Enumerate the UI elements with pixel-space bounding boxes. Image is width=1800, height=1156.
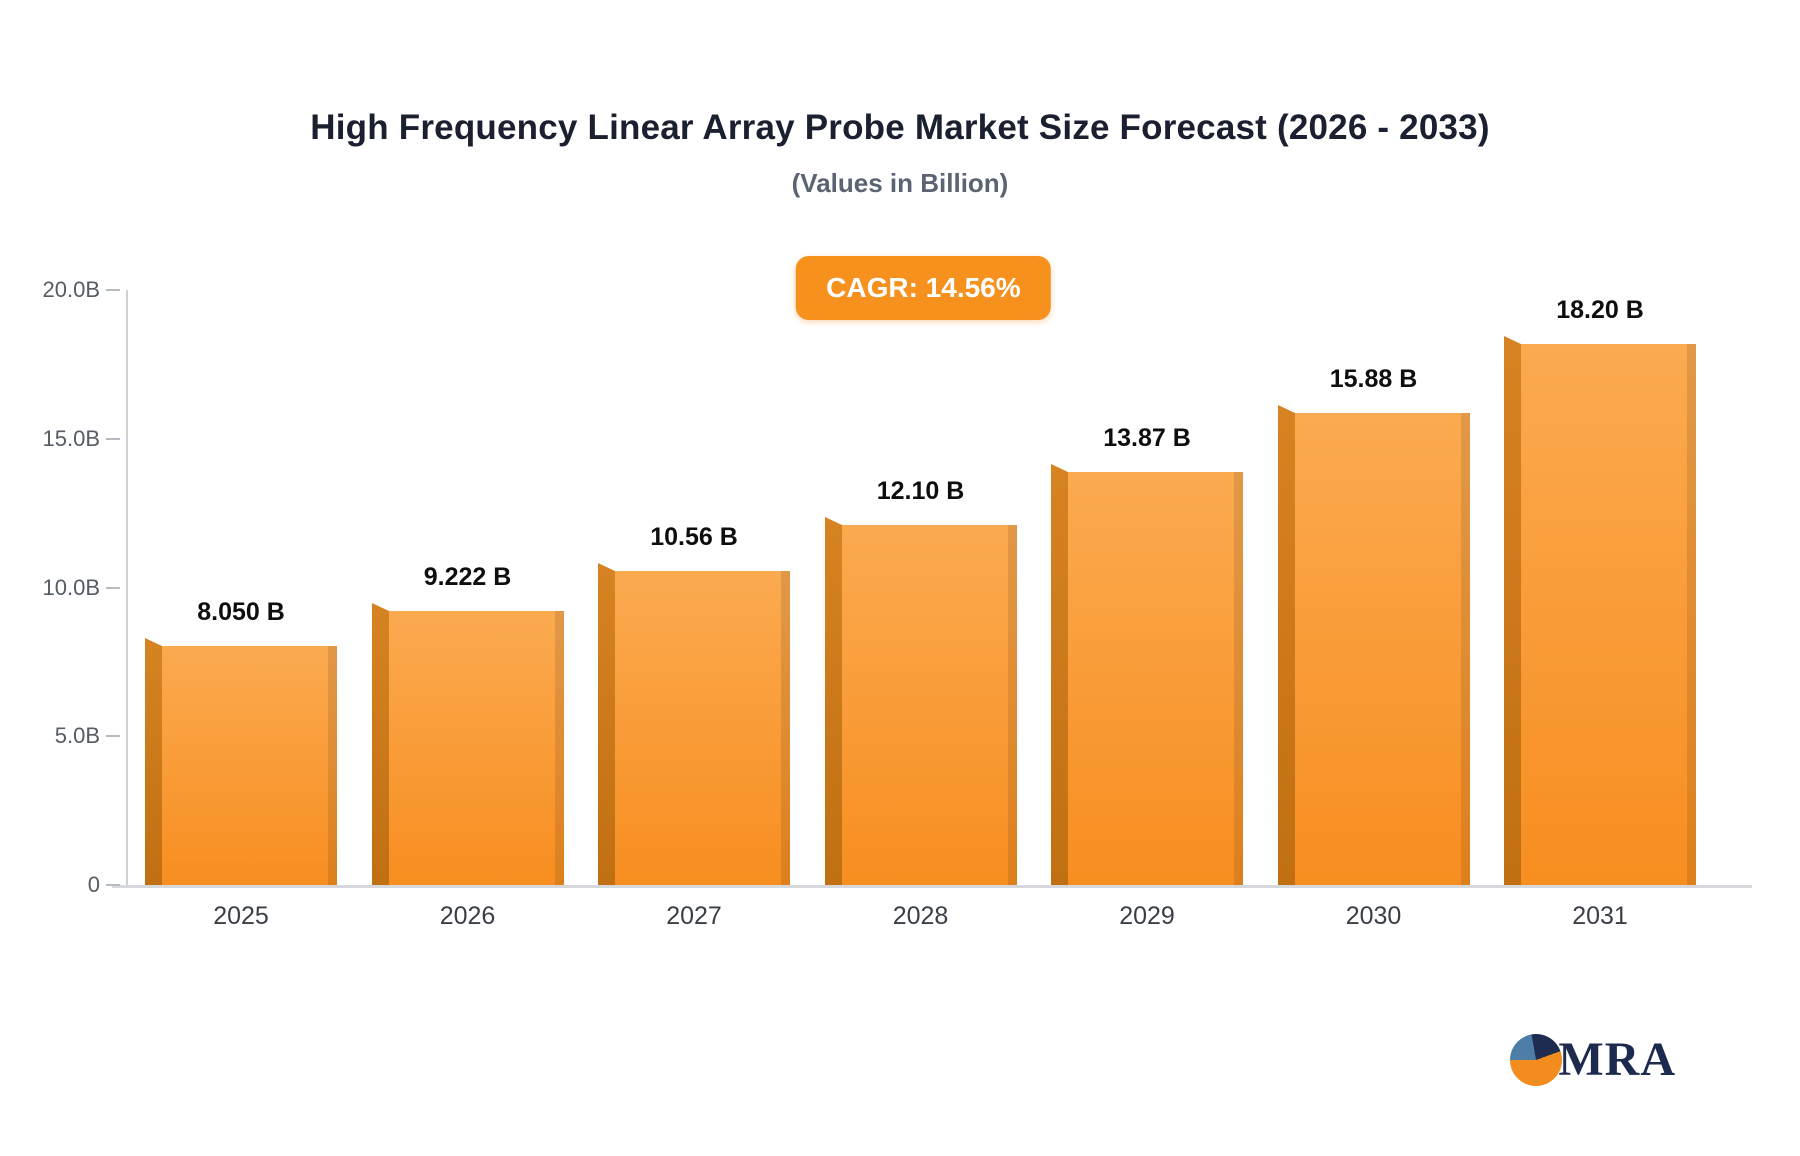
bar-side-face [825,517,842,885]
bar-front-face [842,525,1017,885]
chart-subtitle: (Values in Billion) [791,168,1009,198]
bar-front-face [1521,344,1696,885]
bar-value-label: 13.87 B [1103,424,1191,452]
bar-front-face [615,571,790,885]
x-axis-label: 2026 [439,902,496,930]
mra-logo-text: MRA [1558,1033,1676,1086]
y-tick-label: 5.0B [54,723,100,749]
bar [372,603,564,885]
y-tick-mark [106,735,120,738]
y-tick-label: 0 [87,872,100,897]
bar-value-label: 8.050 B [197,598,285,626]
y-axis-line [126,290,128,886]
bar-value-label: 15.88 B [1329,365,1418,393]
bar-side-face [598,563,615,885]
bar-side-face [1504,336,1521,885]
cagr-badge: CAGR: 14.56% [796,256,1051,320]
x-axis-label: 2031 [1572,902,1628,930]
y-tick-mark [106,586,120,589]
bar-value-label: 12.10 B [876,477,965,505]
bar-value-label: 10.56 B [650,523,738,551]
bar-side-face [145,638,162,885]
bar-side-face [1278,405,1295,885]
y-tick-mark [106,884,120,886]
x-axis-label: 2029 [1119,902,1175,930]
bar-front-face [389,611,564,885]
x-axis-label: 2028 [892,902,949,930]
chart-title: High Frequency Linear Array Probe Market… [310,108,1490,147]
x-axis-line [112,885,1752,888]
mra-logo-pie-icon [1510,1033,1563,1086]
x-axis-label: 2025 [213,902,269,930]
bar [825,517,1017,885]
bar-front-face [1295,413,1470,885]
bar [1051,464,1243,885]
bar-value-label: 18.20 B [1556,296,1644,324]
bar-front-face [162,646,337,885]
mra-logo: MRA [1510,1032,1676,1087]
y-tick-label: 10.0B [42,574,101,600]
x-axis-label: 2027 [666,902,722,930]
bar-side-face [1051,464,1068,885]
bar-side-face [372,603,389,885]
bar [598,563,790,885]
y-tick-mark [106,289,120,291]
bar-value-label: 9.222 B [423,563,512,591]
bar [145,638,337,885]
bar-front-face [1068,472,1243,885]
y-tick-mark [106,437,120,440]
x-axis-label: 2030 [1345,902,1402,930]
y-tick-label: 20.0B [42,277,101,302]
y-tick-label: 15.0B [42,425,101,451]
bar [1278,405,1470,885]
bar [1504,336,1696,885]
